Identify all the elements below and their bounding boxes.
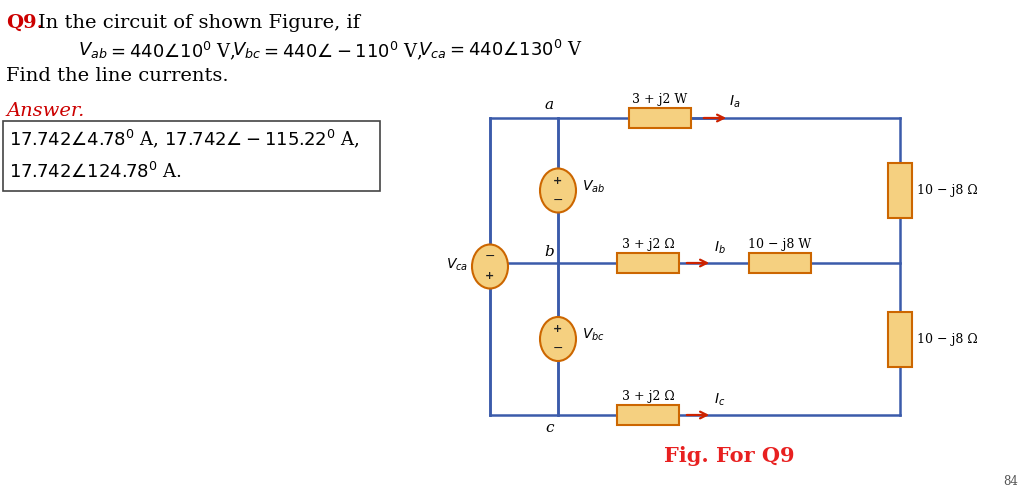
Text: $V_{ab}$: $V_{ab}$	[582, 178, 605, 195]
Text: $V_{ca}$: $V_{ca}$	[418, 40, 446, 60]
Text: In the circuit of shown Figure, if: In the circuit of shown Figure, if	[38, 14, 360, 32]
Text: +: +	[485, 271, 495, 281]
Text: 10 − j8 W: 10 − j8 W	[749, 238, 812, 251]
Text: $I_b$: $I_b$	[714, 240, 726, 256]
Text: $I_c$: $I_c$	[714, 392, 725, 408]
Text: c: c	[546, 421, 554, 435]
Bar	[629, 108, 691, 128]
Bar	[617, 405, 679, 425]
Text: −: −	[553, 343, 563, 355]
Text: $V_{ab}$: $V_{ab}$	[78, 40, 108, 60]
Text: 3 + j2 Ω: 3 + j2 Ω	[622, 238, 675, 251]
Text: $=440\angle10^{0}$ V,: $=440\angle10^{0}$ V,	[106, 40, 236, 62]
Text: Fig. For Q9: Fig. For Q9	[664, 446, 795, 466]
Text: $17.742\angle4.78^{0}$ A, $17.742\angle-115.22^{0}$ A,: $17.742\angle4.78^{0}$ A, $17.742\angle-…	[9, 128, 359, 150]
Text: Find the line currents.: Find the line currents.	[6, 67, 228, 85]
Bar	[888, 312, 912, 367]
Text: Answer.: Answer.	[6, 102, 84, 120]
Bar	[617, 253, 679, 273]
Text: $=440\angle130^{0}$ V: $=440\angle130^{0}$ V	[446, 40, 583, 60]
Text: 84: 84	[1004, 475, 1018, 488]
Text: −: −	[484, 250, 496, 263]
Text: Q9.: Q9.	[6, 14, 43, 32]
Text: $V_{bc}$: $V_{bc}$	[582, 327, 605, 343]
Bar	[888, 163, 912, 218]
Text: +: +	[553, 324, 562, 334]
Text: 3 + j2 Ω: 3 + j2 Ω	[622, 390, 675, 403]
Text: b: b	[544, 245, 554, 259]
Text: 10 − j8 Ω: 10 − j8 Ω	[918, 333, 978, 345]
Text: $V_{bc}$: $V_{bc}$	[232, 40, 261, 60]
Ellipse shape	[540, 169, 575, 213]
Text: $=440\angle-110^{0}$ V,: $=440\angle-110^{0}$ V,	[260, 40, 423, 62]
Text: 10 − j8 Ω: 10 − j8 Ω	[918, 184, 978, 197]
Text: a: a	[545, 98, 554, 112]
Ellipse shape	[540, 317, 575, 361]
FancyBboxPatch shape	[3, 121, 380, 191]
Text: 3 + j2 W: 3 + j2 W	[633, 93, 688, 106]
Text: $17.742\angle124.78^{0}$ A.: $17.742\angle124.78^{0}$ A.	[9, 162, 182, 182]
Text: −: −	[553, 194, 563, 207]
Text: $I_a$: $I_a$	[729, 94, 740, 110]
Ellipse shape	[472, 245, 508, 289]
Text: $V_{ca}$: $V_{ca}$	[445, 256, 468, 273]
Text: +: +	[553, 175, 562, 186]
Bar	[749, 253, 811, 273]
